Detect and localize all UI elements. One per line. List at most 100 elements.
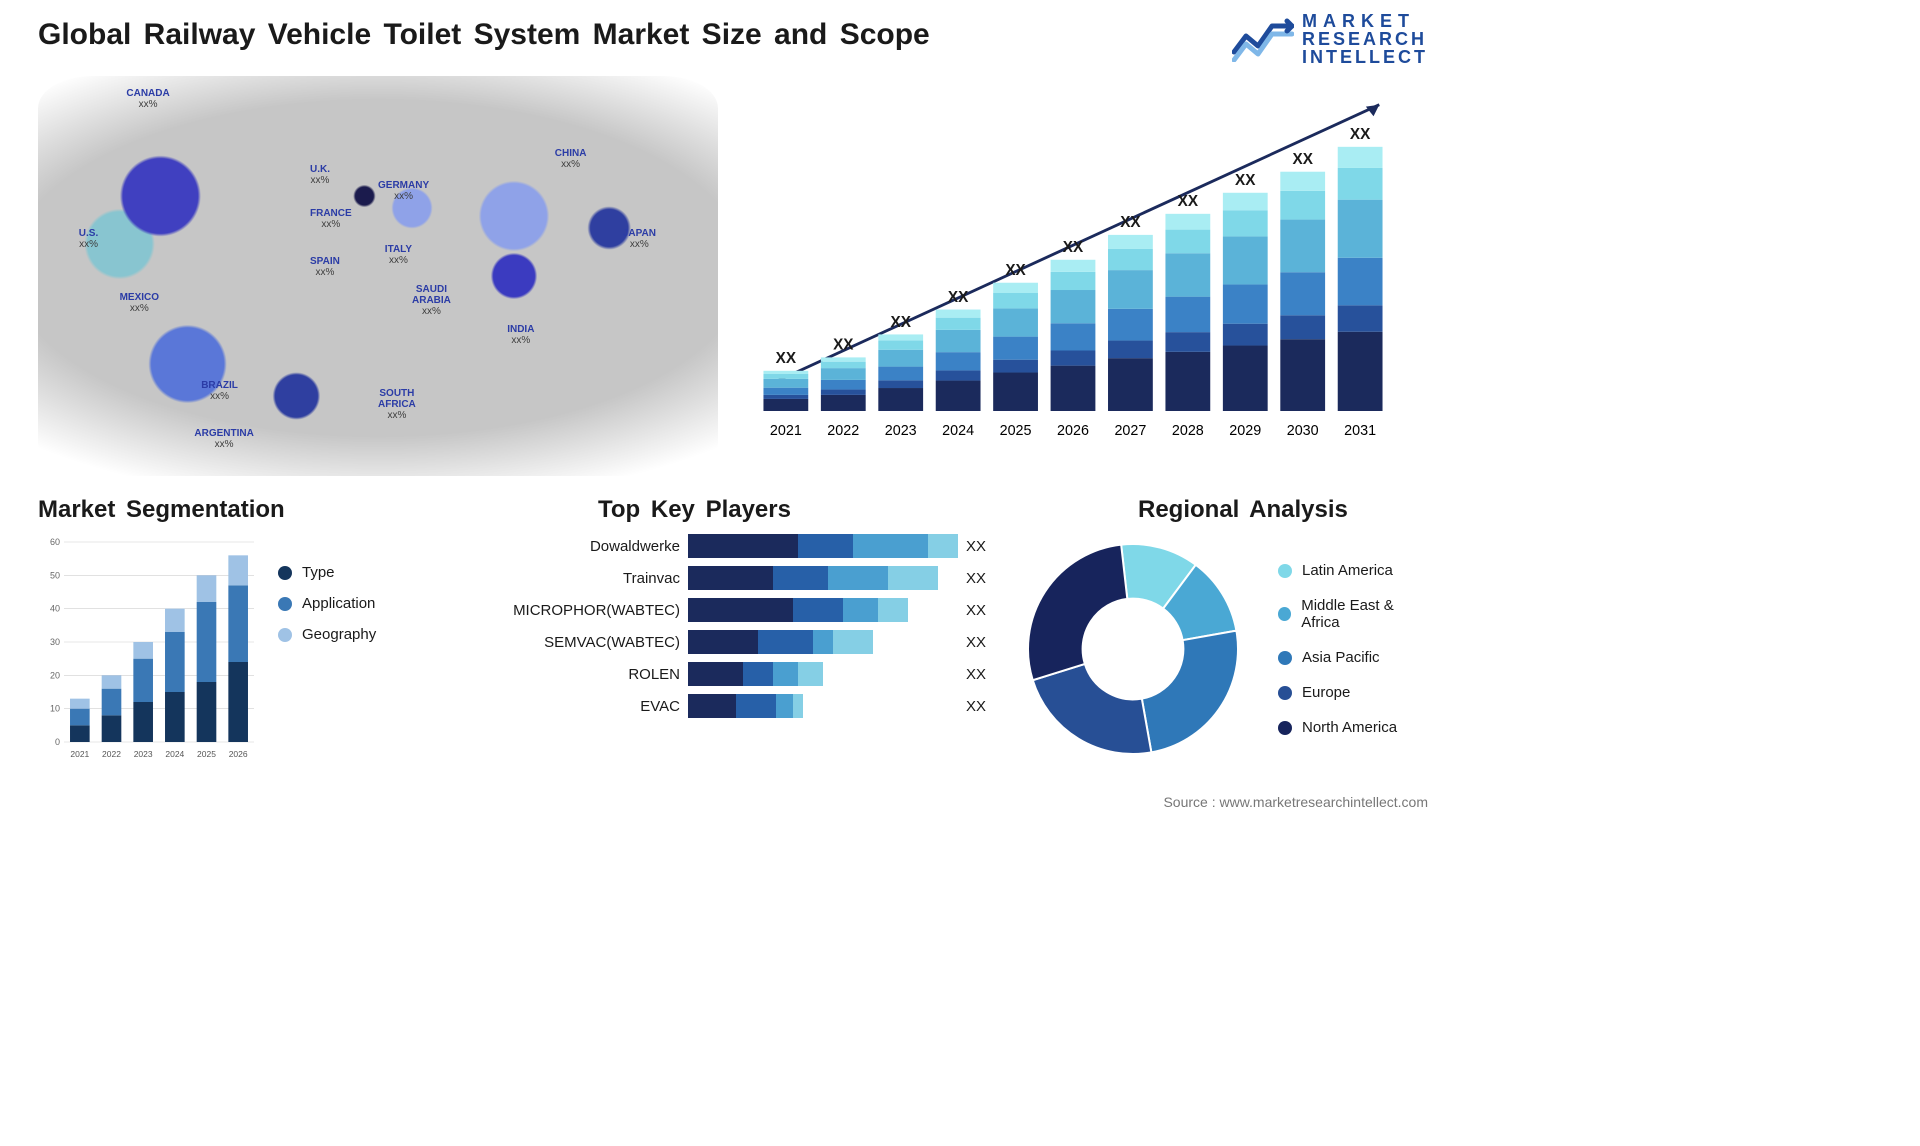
brand-logo: MARKET RESEARCH INTELLECT bbox=[1232, 10, 1428, 66]
map-label: CANADAxx% bbox=[126, 88, 169, 110]
legend-item: Type bbox=[278, 564, 376, 581]
legend-label: Asia Pacific bbox=[1302, 649, 1380, 666]
svg-text:2021: 2021 bbox=[70, 749, 89, 759]
legend-dot-icon bbox=[1278, 607, 1291, 621]
svg-text:2024: 2024 bbox=[165, 749, 184, 759]
map-label: ARGENTINAxx% bbox=[194, 428, 253, 450]
legend-label: Geography bbox=[302, 626, 376, 643]
svg-text:XX: XX bbox=[891, 314, 912, 331]
segmentation-title: Market Segmentation bbox=[38, 496, 478, 524]
map-label: BRAZILxx% bbox=[201, 380, 238, 402]
svg-text:2027: 2027 bbox=[1114, 423, 1146, 439]
legend-dot-icon bbox=[1278, 686, 1292, 700]
map-label: SOUTHAFRICAxx% bbox=[378, 388, 416, 421]
legend-dot-icon bbox=[278, 628, 292, 642]
map-label: U.K.xx% bbox=[310, 164, 330, 186]
segmentation-legend: Type Application Geography bbox=[278, 534, 376, 764]
svg-text:2028: 2028 bbox=[1172, 423, 1204, 439]
svg-text:XX: XX bbox=[1005, 262, 1026, 279]
players-title: Top Key Players bbox=[598, 496, 998, 524]
map-label: FRANCExx% bbox=[310, 208, 352, 230]
svg-text:2023: 2023 bbox=[885, 423, 917, 439]
player-bar bbox=[688, 694, 803, 718]
svg-text:40: 40 bbox=[50, 604, 60, 614]
regional-donut-chart bbox=[1018, 534, 1248, 764]
svg-text:10: 10 bbox=[50, 704, 60, 714]
legend-label: Middle East & Africa bbox=[1301, 597, 1428, 631]
svg-text:2030: 2030 bbox=[1287, 423, 1319, 439]
player-name: SEMVAC(WABTEC) bbox=[498, 634, 688, 651]
svg-text:0: 0 bbox=[55, 737, 60, 747]
svg-text:XX: XX bbox=[1178, 193, 1199, 210]
map-label: SPAINxx% bbox=[310, 256, 340, 278]
map-label: JAPANxx% bbox=[623, 228, 656, 250]
logo-line1: MARKET bbox=[1302, 12, 1428, 30]
player-name: Trainvac bbox=[498, 570, 688, 587]
logo-line3: INTELLECT bbox=[1302, 48, 1428, 66]
svg-text:2024: 2024 bbox=[942, 423, 974, 439]
svg-text:XX: XX bbox=[776, 350, 797, 367]
player-value: XX bbox=[958, 698, 998, 715]
legend-dot-icon bbox=[278, 597, 292, 611]
svg-text:XX: XX bbox=[833, 337, 854, 354]
svg-text:2021: 2021 bbox=[770, 423, 802, 439]
legend-item: Latin America bbox=[1278, 562, 1428, 579]
player-value: XX bbox=[958, 634, 998, 651]
svg-text:XX: XX bbox=[1063, 239, 1084, 256]
legend-item: Application bbox=[278, 595, 376, 612]
svg-text:2022: 2022 bbox=[827, 423, 859, 439]
players-bar-chart: Dowaldwerke XX Trainvac XX MICROPHOR(WABTEC)… bbox=[498, 534, 998, 718]
player-bar bbox=[688, 534, 958, 558]
player-value: XX bbox=[958, 666, 998, 683]
legend-dot-icon bbox=[1278, 564, 1292, 578]
legend-item: Europe bbox=[1278, 684, 1428, 701]
legend-item: Asia Pacific bbox=[1278, 649, 1428, 666]
player-bar bbox=[688, 662, 823, 686]
legend-dot-icon bbox=[1278, 651, 1292, 665]
player-name: EVAC bbox=[498, 698, 688, 715]
svg-text:60: 60 bbox=[50, 537, 60, 547]
legend-item: North America bbox=[1278, 719, 1428, 736]
map-label: INDIAxx% bbox=[507, 324, 534, 346]
svg-text:2023: 2023 bbox=[134, 749, 153, 759]
logo-line2: RESEARCH bbox=[1302, 30, 1428, 48]
svg-text:XX: XX bbox=[1235, 172, 1256, 189]
player-value: XX bbox=[958, 538, 998, 555]
legend-label: Latin America bbox=[1302, 562, 1393, 579]
legend-label: Application bbox=[302, 595, 375, 612]
svg-text:2025: 2025 bbox=[1000, 423, 1032, 439]
svg-text:XX: XX bbox=[1350, 126, 1371, 143]
svg-text:XX: XX bbox=[1120, 214, 1141, 231]
svg-text:2029: 2029 bbox=[1229, 423, 1261, 439]
svg-text:XX: XX bbox=[948, 289, 969, 306]
svg-text:2031: 2031 bbox=[1344, 423, 1376, 439]
player-bar bbox=[688, 630, 873, 654]
legend-item: Middle East & Africa bbox=[1278, 597, 1428, 631]
svg-text:2025: 2025 bbox=[197, 749, 216, 759]
player-value: XX bbox=[958, 602, 998, 619]
logo-mark-icon bbox=[1232, 16, 1294, 62]
legend-label: Type bbox=[302, 564, 335, 581]
player-name: Dowaldwerke bbox=[498, 538, 688, 555]
map-label: GERMANYxx% bbox=[378, 180, 429, 202]
player-value: XX bbox=[958, 570, 998, 587]
legend-item: Geography bbox=[278, 626, 376, 643]
source-attribution: Source : www.marketresearchintellect.com bbox=[0, 764, 1466, 830]
player-bar bbox=[688, 598, 908, 622]
svg-text:2022: 2022 bbox=[102, 749, 121, 759]
growth-stacked-bar-chart: XX 2021 XX 2022 XX 2023 XX 2024 XX 2025 XX 2026 XX 20… bbox=[728, 76, 1428, 476]
svg-text:50: 50 bbox=[50, 570, 60, 580]
svg-text:20: 20 bbox=[50, 670, 60, 680]
map-label: MEXICOxx% bbox=[120, 292, 159, 314]
player-name: MICROPHOR(WABTEC) bbox=[498, 602, 688, 619]
player-bar bbox=[688, 566, 938, 590]
svg-text:XX: XX bbox=[1292, 151, 1313, 168]
svg-text:2026: 2026 bbox=[229, 749, 248, 759]
player-name: ROLEN bbox=[498, 666, 688, 683]
map-label: CHINAxx% bbox=[555, 148, 587, 170]
map-label: U.S.xx% bbox=[79, 228, 98, 250]
legend-label: North America bbox=[1302, 719, 1397, 736]
regional-legend: Latin America Middle East & Africa Asia Pa… bbox=[1278, 562, 1428, 736]
svg-text:2026: 2026 bbox=[1057, 423, 1089, 439]
regional-title: Regional Analysis bbox=[1138, 496, 1428, 524]
